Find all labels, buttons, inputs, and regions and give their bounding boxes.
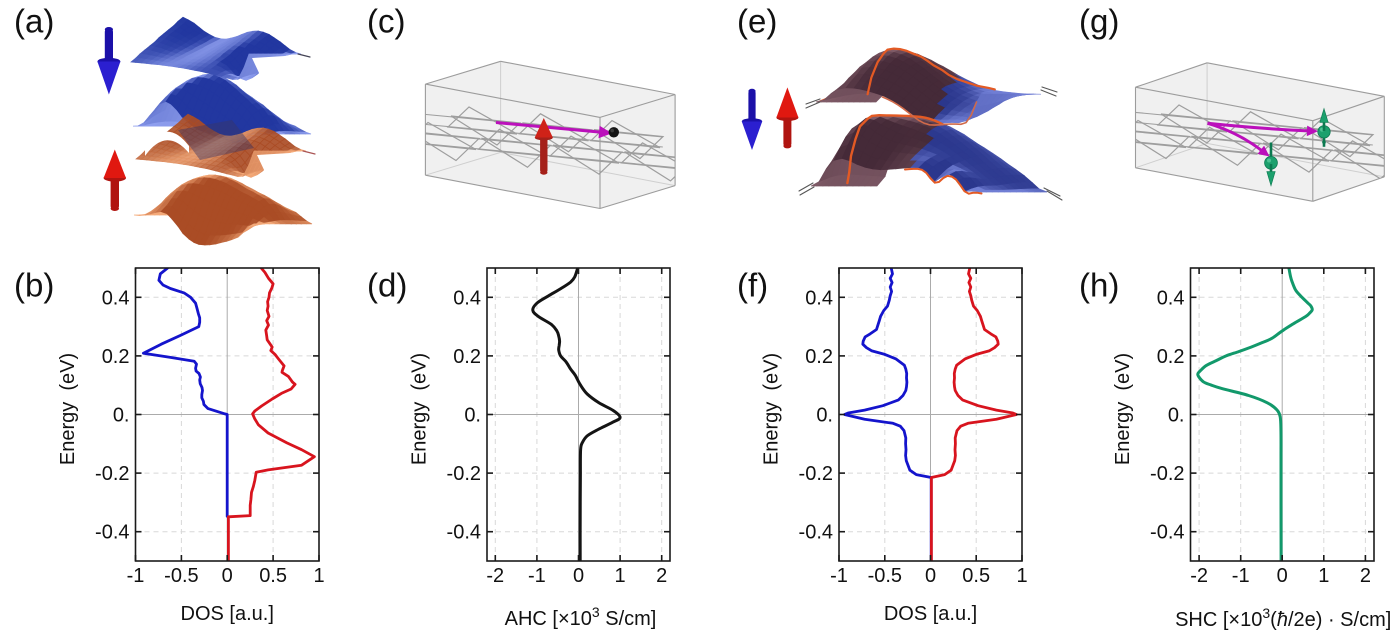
svg-text:1: 1 bbox=[313, 565, 324, 587]
svg-text:1: 1 bbox=[615, 565, 626, 587]
svg-text:(g): (g) bbox=[1079, 3, 1119, 40]
svg-text:(d): (d) bbox=[367, 267, 407, 304]
svg-text:-0.4: -0.4 bbox=[447, 522, 481, 544]
svg-text:-0.5: -0.5 bbox=[164, 565, 198, 587]
svg-text:2: 2 bbox=[1360, 565, 1371, 587]
svg-text:0.: 0. bbox=[464, 405, 481, 427]
svg-text:0.: 0. bbox=[816, 405, 833, 427]
svg-text:Energy (eV): Energy (eV) bbox=[409, 353, 431, 465]
svg-text:AHC [×103 S/cm]: AHC [×103 S/cm] bbox=[505, 604, 657, 630]
svg-text:Energy (eV): Energy (eV) bbox=[761, 353, 783, 465]
svg-text:0.5: 0.5 bbox=[962, 565, 990, 587]
svg-text:DOS [a.u.]: DOS [a.u.] bbox=[884, 603, 977, 625]
svg-text:SHC [×103(ħ/2e) · S/cm]: SHC [×103(ħ/2e) · S/cm] bbox=[1175, 605, 1391, 631]
svg-text:0.4: 0.4 bbox=[805, 287, 833, 309]
svg-text:-0.2: -0.2 bbox=[799, 463, 833, 485]
svg-text:0: 0 bbox=[573, 565, 584, 587]
svg-text:0.: 0. bbox=[1168, 405, 1185, 427]
svg-text:1: 1 bbox=[1016, 565, 1027, 587]
svg-text:-1: -1 bbox=[127, 565, 145, 587]
svg-text:-1: -1 bbox=[528, 565, 546, 587]
svg-text:-2: -2 bbox=[1190, 565, 1208, 587]
svg-text:-0.4: -0.4 bbox=[95, 522, 129, 544]
svg-text:(h): (h) bbox=[1079, 267, 1119, 304]
svg-text:-0.2: -0.2 bbox=[95, 463, 129, 485]
svg-text:Energy (eV): Energy (eV) bbox=[57, 353, 79, 465]
svg-text:0.5: 0.5 bbox=[259, 565, 287, 587]
svg-text:-0.5: -0.5 bbox=[868, 565, 902, 587]
svg-text:0.2: 0.2 bbox=[1157, 346, 1185, 368]
svg-text:0: 0 bbox=[222, 565, 233, 587]
svg-text:2: 2 bbox=[656, 565, 667, 587]
svg-text:0: 0 bbox=[1277, 565, 1288, 587]
svg-text:0: 0 bbox=[925, 565, 936, 587]
svg-text:(f): (f) bbox=[737, 267, 768, 304]
svg-text:(e): (e) bbox=[737, 3, 777, 40]
svg-text:0.2: 0.2 bbox=[102, 346, 130, 368]
svg-text:(c): (c) bbox=[367, 3, 405, 40]
svg-text:(b): (b) bbox=[14, 267, 54, 304]
svg-text:-0.4: -0.4 bbox=[1150, 522, 1184, 544]
svg-text:0.: 0. bbox=[113, 405, 130, 427]
svg-text:0.2: 0.2 bbox=[453, 346, 481, 368]
svg-text:Energy (eV): Energy (eV) bbox=[1112, 353, 1134, 465]
svg-text:-0.2: -0.2 bbox=[447, 463, 481, 485]
svg-text:0.2: 0.2 bbox=[805, 346, 833, 368]
svg-text:(a): (a) bbox=[14, 3, 54, 40]
svg-text:-1: -1 bbox=[830, 565, 848, 587]
svg-text:1: 1 bbox=[1318, 565, 1329, 587]
svg-text:-1: -1 bbox=[1232, 565, 1250, 587]
svg-text:-0.4: -0.4 bbox=[799, 522, 833, 544]
svg-text:0.4: 0.4 bbox=[1157, 287, 1185, 309]
svg-text:-0.2: -0.2 bbox=[1150, 463, 1184, 485]
svg-text:0.4: 0.4 bbox=[102, 287, 130, 309]
svg-text:-2: -2 bbox=[486, 565, 504, 587]
svg-text:0.4: 0.4 bbox=[453, 287, 481, 309]
svg-text:DOS [a.u.]: DOS [a.u.] bbox=[181, 603, 274, 625]
